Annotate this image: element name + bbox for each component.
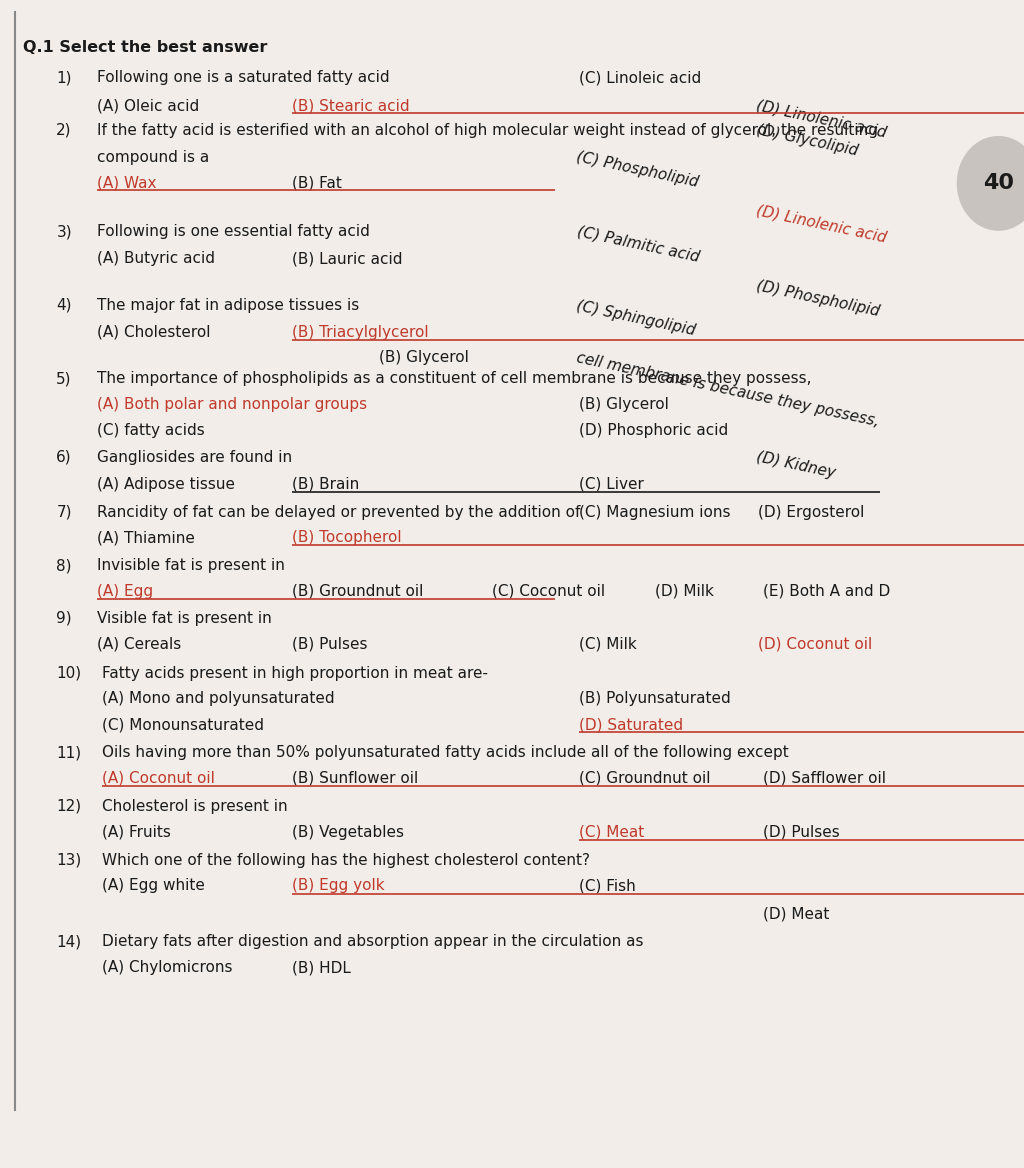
Text: (A) Oleic acid: (A) Oleic acid <box>97 98 200 113</box>
Text: (B) Groundnut oil: (B) Groundnut oil <box>292 584 423 599</box>
Text: (D) Kidney: (D) Kidney <box>755 450 837 481</box>
Text: Following one is a saturated fatty acid: Following one is a saturated fatty acid <box>97 70 390 85</box>
Text: (C) fatty acids: (C) fatty acids <box>97 423 205 438</box>
Text: (B) HDL: (B) HDL <box>292 960 350 975</box>
Text: 14): 14) <box>56 934 82 950</box>
Text: (C) Monounsaturated: (C) Monounsaturated <box>102 717 264 732</box>
Text: Visible fat is present in: Visible fat is present in <box>97 611 272 626</box>
Text: (A) Fruits: (A) Fruits <box>102 825 171 840</box>
Text: (D) Coconut oil: (D) Coconut oil <box>758 637 872 652</box>
Text: (A) Butyric acid: (A) Butyric acid <box>97 251 215 266</box>
Text: The importance of phospholipids as a constituent of cell membrane is because the: The importance of phospholipids as a con… <box>97 371 812 387</box>
Text: (A) Cholesterol: (A) Cholesterol <box>97 325 211 340</box>
Text: (B) Glycerol: (B) Glycerol <box>579 397 669 412</box>
Text: (A) Both polar and nonpolar groups: (A) Both polar and nonpolar groups <box>97 397 368 412</box>
Text: If the fatty acid is esterified with an alcohol of high molecular weight instead: If the fatty acid is esterified with an … <box>97 123 879 138</box>
Text: (D) Meat: (D) Meat <box>763 906 829 922</box>
Text: (C) Fish: (C) Fish <box>579 878 635 894</box>
Text: (B) Glycerol: (B) Glycerol <box>379 350 469 366</box>
Text: (B) Polyunsaturated: (B) Polyunsaturated <box>579 691 730 707</box>
Text: (A) Egg: (A) Egg <box>97 584 154 599</box>
Text: (A) Egg white: (A) Egg white <box>102 878 205 894</box>
Text: The major fat in adipose tissues is: The major fat in adipose tissues is <box>97 298 359 313</box>
Text: (C) Milk: (C) Milk <box>579 637 636 652</box>
Text: (A) Coconut oil: (A) Coconut oil <box>102 771 215 786</box>
Text: 1): 1) <box>56 70 72 85</box>
Text: (B) Brain: (B) Brain <box>292 477 359 492</box>
Text: 40: 40 <box>983 173 1014 194</box>
Text: (D) Linolenic acid: (D) Linolenic acid <box>755 203 888 245</box>
Text: (C) Phospholipid: (C) Phospholipid <box>575 150 700 190</box>
Text: (C) Sphingolipid: (C) Sphingolipid <box>575 298 697 338</box>
Text: 11): 11) <box>56 745 82 760</box>
Text: 5): 5) <box>56 371 72 387</box>
Text: (D) Phospholipid: (D) Phospholipid <box>755 278 881 319</box>
Text: Following is one essential fatty acid: Following is one essential fatty acid <box>97 224 370 239</box>
Text: 4): 4) <box>56 298 72 313</box>
Text: (B) Egg yolk: (B) Egg yolk <box>292 878 384 894</box>
Circle shape <box>957 137 1024 230</box>
Text: (B) Triacylglycerol: (B) Triacylglycerol <box>292 325 428 340</box>
Text: Gangliosides are found in: Gangliosides are found in <box>97 450 293 465</box>
Text: (D) Saturated: (D) Saturated <box>579 717 683 732</box>
Text: Q.1 Select the best answer: Q.1 Select the best answer <box>23 40 267 55</box>
Text: (E) Both A and D: (E) Both A and D <box>763 584 890 599</box>
Text: 6): 6) <box>56 450 72 465</box>
Text: (A) Cereals: (A) Cereals <box>97 637 181 652</box>
Text: (A) Adipose tissue: (A) Adipose tissue <box>97 477 236 492</box>
Text: cell membrane is because they possess,: cell membrane is because they possess, <box>575 350 881 430</box>
Text: (D) Milk: (D) Milk <box>655 584 714 599</box>
Text: (A) Mono and polyunsaturated: (A) Mono and polyunsaturated <box>102 691 335 707</box>
Text: Which one of the following has the highest cholesterol content?: Which one of the following has the highe… <box>102 853 591 868</box>
Text: compound is a: compound is a <box>97 150 210 165</box>
Text: (C) Magnesium ions: (C) Magnesium ions <box>579 505 730 520</box>
Text: (C) Liver: (C) Liver <box>579 477 643 492</box>
Text: 13): 13) <box>56 853 82 868</box>
Text: Dietary fats after digestion and absorption appear in the circulation as: Dietary fats after digestion and absorpt… <box>102 934 644 950</box>
Text: (C) Coconut oil: (C) Coconut oil <box>492 584 604 599</box>
Text: (D) Linolenic acid: (D) Linolenic acid <box>755 98 888 140</box>
Text: Fatty acids present in high proportion in meat are-: Fatty acids present in high proportion i… <box>102 666 488 681</box>
Text: (C) Palmitic acid: (C) Palmitic acid <box>575 224 700 265</box>
Text: (C) Linoleic acid: (C) Linoleic acid <box>579 70 700 85</box>
Text: Rancidity of fat can be delayed or prevented by the addition of: Rancidity of fat can be delayed or preve… <box>97 505 581 520</box>
Text: (D) Safflower oil: (D) Safflower oil <box>763 771 886 786</box>
Text: 12): 12) <box>56 799 82 814</box>
Text: (B) Fat: (B) Fat <box>292 175 342 190</box>
Text: (A) Chylomicrons: (A) Chylomicrons <box>102 960 232 975</box>
Text: Invisible fat is present in: Invisible fat is present in <box>97 558 285 573</box>
Text: (D) Glycolipid: (D) Glycolipid <box>755 123 859 159</box>
Text: (C) Groundnut oil: (C) Groundnut oil <box>579 771 710 786</box>
Text: (B) Vegetables: (B) Vegetables <box>292 825 403 840</box>
Text: (B) Lauric acid: (B) Lauric acid <box>292 251 402 266</box>
Text: (A) Thiamine: (A) Thiamine <box>97 530 196 545</box>
Text: 2): 2) <box>56 123 72 138</box>
Text: (D) Ergosterol: (D) Ergosterol <box>758 505 864 520</box>
Text: (D) Pulses: (D) Pulses <box>763 825 840 840</box>
Text: 9): 9) <box>56 611 72 626</box>
Text: 7): 7) <box>56 505 72 520</box>
Text: Cholesterol is present in: Cholesterol is present in <box>102 799 288 814</box>
Text: 8): 8) <box>56 558 72 573</box>
Text: Oils having more than 50% polyunsaturated fatty acids include all of the followi: Oils having more than 50% polyunsaturate… <box>102 745 790 760</box>
Text: (B) Tocopherol: (B) Tocopherol <box>292 530 401 545</box>
Text: (B) Sunflower oil: (B) Sunflower oil <box>292 771 418 786</box>
Text: (C) Meat: (C) Meat <box>579 825 644 840</box>
Text: 10): 10) <box>56 666 82 681</box>
Text: (B) Stearic acid: (B) Stearic acid <box>292 98 410 113</box>
Text: (B) Pulses: (B) Pulses <box>292 637 368 652</box>
Text: (A) Wax: (A) Wax <box>97 175 157 190</box>
Text: 3): 3) <box>56 224 72 239</box>
Text: (D) Phosphoric acid: (D) Phosphoric acid <box>579 423 728 438</box>
